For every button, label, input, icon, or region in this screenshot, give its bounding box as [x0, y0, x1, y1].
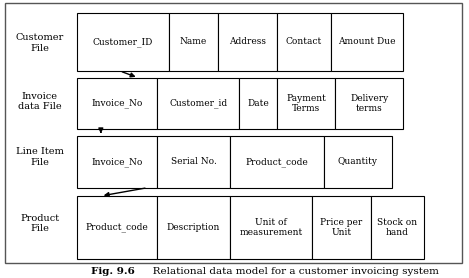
Text: Name: Name: [180, 37, 207, 46]
Text: Fig. 9.6: Fig. 9.6: [91, 267, 135, 275]
Bar: [77, 196, 157, 259]
Bar: [331, 13, 403, 71]
Text: Address: Address: [229, 37, 266, 46]
Text: Quantity: Quantity: [338, 157, 378, 167]
Bar: [218, 13, 277, 71]
Text: Customer_ID: Customer_ID: [93, 37, 153, 46]
Bar: [157, 78, 239, 129]
Bar: [157, 136, 230, 188]
Text: Product
File: Product File: [20, 214, 60, 234]
Bar: [157, 196, 230, 259]
Bar: [169, 13, 218, 71]
Text: Description: Description: [167, 223, 220, 232]
Bar: [77, 136, 157, 188]
Text: Date: Date: [247, 99, 269, 108]
Bar: [324, 136, 392, 188]
Text: Payment
Terms: Payment Terms: [286, 94, 326, 113]
Bar: [312, 196, 371, 259]
Text: Contact: Contact: [286, 37, 322, 46]
Text: Delivery
terms: Delivery terms: [350, 94, 388, 113]
Text: Customer
File: Customer File: [16, 33, 64, 53]
Text: Product_code: Product_code: [245, 157, 308, 167]
Bar: [77, 78, 157, 129]
Bar: [77, 13, 169, 71]
Bar: [277, 13, 331, 71]
Bar: [239, 78, 277, 129]
Bar: [230, 136, 324, 188]
Bar: [335, 78, 403, 129]
Text: Amount Due: Amount Due: [338, 37, 396, 46]
Text: Line Item
File: Line Item File: [16, 147, 64, 167]
Text: Invoice
data File: Invoice data File: [18, 92, 62, 111]
Text: Customer_id: Customer_id: [169, 99, 227, 108]
Text: Relational data model for a customer invoicing system: Relational data model for a customer inv…: [143, 267, 439, 275]
Text: Serial No.: Serial No.: [171, 157, 216, 167]
Text: Unit of
measurement: Unit of measurement: [239, 218, 303, 237]
Text: Invoice_No: Invoice_No: [91, 99, 143, 108]
Bar: [371, 196, 424, 259]
Bar: [230, 196, 312, 259]
Text: Product_code: Product_code: [86, 222, 149, 232]
Text: Price per
Unit: Price per Unit: [320, 218, 363, 237]
Text: Stock on
hand: Stock on hand: [378, 218, 417, 237]
Text: Invoice_No: Invoice_No: [91, 157, 143, 167]
Bar: [277, 78, 335, 129]
